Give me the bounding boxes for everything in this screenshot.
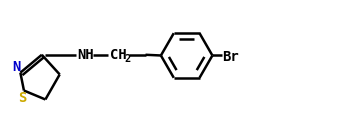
Text: N: N (12, 60, 20, 74)
Text: Br: Br (223, 50, 239, 64)
Text: 2: 2 (125, 54, 131, 64)
Text: CH: CH (110, 48, 126, 62)
Text: NH: NH (78, 48, 94, 62)
Text: S: S (18, 91, 26, 105)
